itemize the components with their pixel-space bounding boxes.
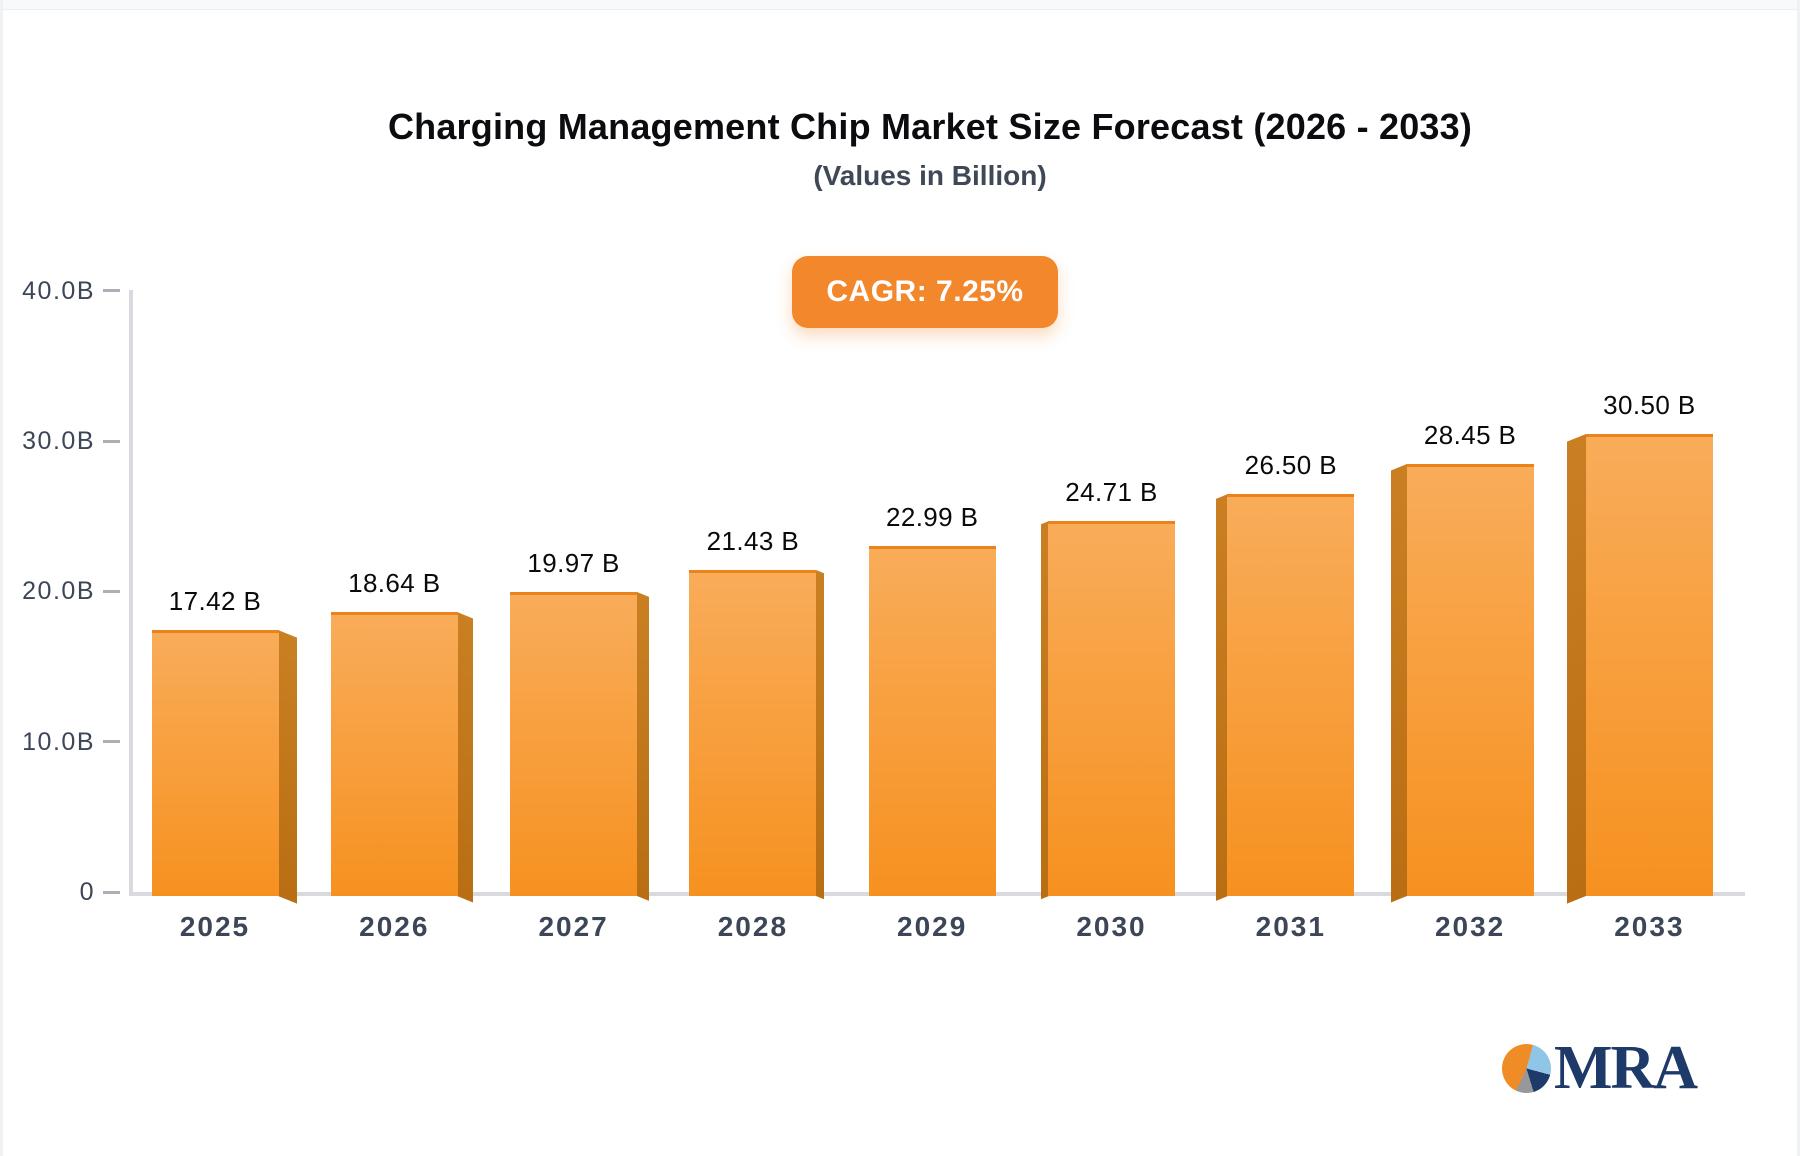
- bar-value-label: 24.71 B: [1065, 476, 1158, 507]
- x-axis-label: 2027: [538, 911, 609, 942]
- chart-title: Charging Management Chip Market Size For…: [387, 106, 1473, 147]
- bar-3d-side-face: [1215, 493, 1228, 901]
- page-border-top: [0, 0, 1800, 10]
- x-axis-label: 2025: [179, 911, 251, 942]
- x-axis-label: 2032: [1434, 911, 1506, 942]
- y-axis-tick-label: 10.0B: [22, 727, 95, 756]
- y-axis-tick-mark: [103, 589, 120, 593]
- bar-value-label: 30.50 B: [1603, 389, 1696, 420]
- y-axis-tick-label: 20.0B: [22, 577, 95, 606]
- x-axis-label: 2033: [1614, 911, 1685, 942]
- bar-value-label: 18.64 B: [348, 567, 441, 598]
- page-border-right: [1797, 0, 1800, 1156]
- bar-3d-side-face: [1567, 433, 1587, 904]
- x-axis-label: 2026: [359, 911, 430, 942]
- bar: [1227, 493, 1355, 896]
- bar: [1048, 520, 1175, 896]
- bar-3d-side-face: [457, 611, 474, 903]
- cagr-badge: CAGR: 7.25%: [792, 256, 1058, 328]
- bar-value-label: 26.50 B: [1244, 449, 1338, 480]
- bar-value-label: 28.45 B: [1423, 420, 1517, 451]
- bar: [689, 569, 817, 896]
- y-axis-tick-mark: [103, 289, 120, 293]
- y-axis-tick-mark: [103, 740, 120, 744]
- y-axis-line: [129, 290, 133, 896]
- bar: [1585, 433, 1713, 896]
- x-axis-label: 2031: [1255, 911, 1326, 942]
- brand-logo: MRA: [1502, 1034, 1698, 1102]
- bar: [868, 546, 996, 896]
- pie-chart-logo-icon: [1502, 1043, 1551, 1093]
- bar-3d-side-face: [278, 630, 297, 904]
- bar: [330, 611, 458, 896]
- bar-value-label: 17.42 B: [168, 586, 262, 617]
- mra-logo-text: MRA: [1554, 1034, 1698, 1102]
- chart-subtitle: (Values in Billion): [813, 160, 1047, 191]
- y-axis-tick-label: 0: [79, 878, 95, 906]
- bar-value-label: 22.99 B: [885, 502, 979, 533]
- bar: [151, 630, 279, 896]
- bar-3d-side-face: [636, 591, 649, 901]
- bar-3d-side-face: [1391, 464, 1408, 903]
- bar-value-label: 19.97 B: [527, 547, 620, 578]
- bar: [510, 591, 638, 896]
- y-axis-tick-label: 30.0B: [22, 427, 95, 456]
- x-axis-label: 2030: [1076, 911, 1147, 942]
- x-axis-label: 2029: [897, 911, 968, 942]
- y-axis-tick-label: 40.0B: [22, 276, 95, 305]
- y-axis-tick-mark: [103, 439, 120, 443]
- x-axis-label: 2028: [717, 911, 789, 942]
- bar-value-label: 21.43 B: [706, 525, 800, 556]
- bar: [1406, 464, 1534, 896]
- bar-3d-side-face: [815, 569, 824, 900]
- y-axis-tick-mark: [103, 890, 120, 894]
- page-border-left: [0, 0, 3, 1156]
